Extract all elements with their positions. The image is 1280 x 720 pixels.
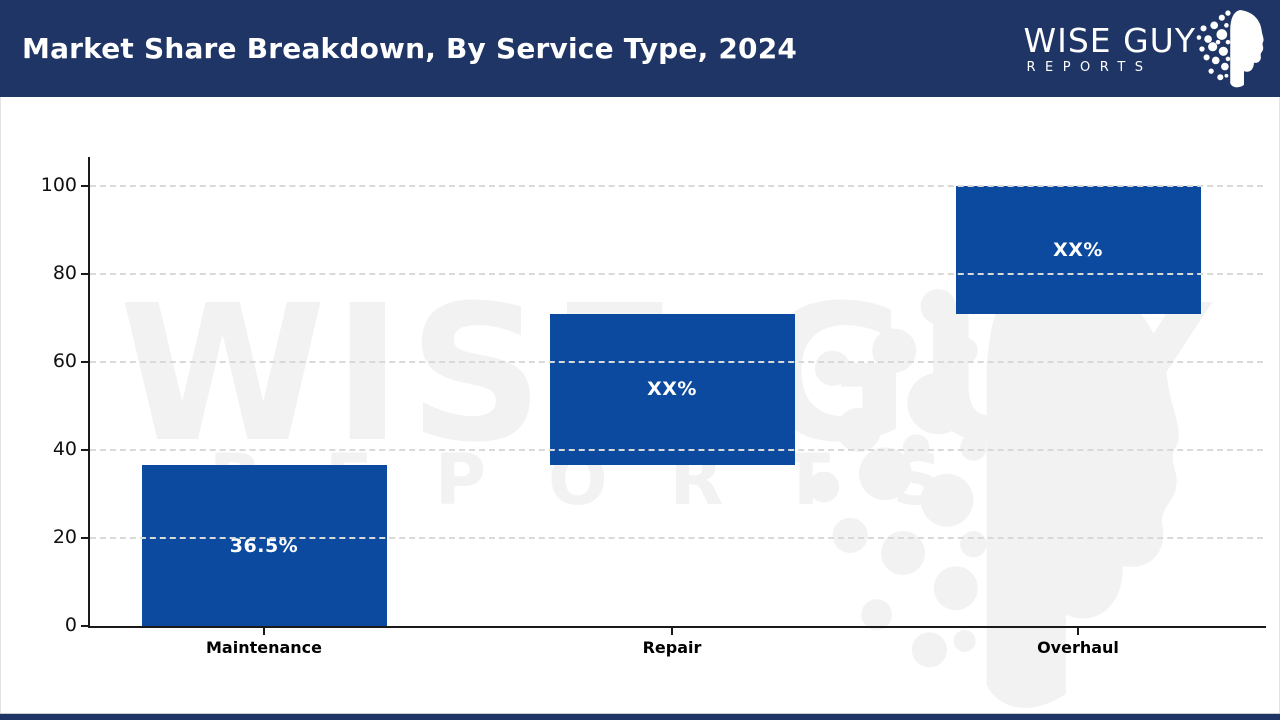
gridline [90,273,1263,275]
gridline [90,361,1263,363]
y-tick-label: 100 [40,174,77,196]
chart-area: WISE GUY REPORTS 0 20 40 60 80 100 36.5% XX% XX%… [0,97,1280,713]
logo-text: WISE GUY REPORTS [1023,24,1196,74]
y-tick-mark [81,273,88,275]
y-tick-mark [81,625,88,627]
y-axis-spine [88,157,90,628]
wiseguy-logo: WISE GUY REPORTS [1023,7,1270,91]
bar-value-label: XX% [647,378,697,401]
page-title: Market Share Breakdown, By Service Type,… [22,32,798,65]
bar-value-label: 36.5% [229,534,299,557]
x-category-label: Maintenance [205,638,322,657]
y-tick-label: 60 [52,350,77,372]
x-tick-mark [263,628,265,635]
header-bar: Market Share Breakdown, By Service Type,… [0,0,1280,97]
y-tick-label: 20 [52,526,77,548]
y-tick-label: 80 [52,262,77,284]
wiseguy-head-icon [1196,9,1264,87]
bar: XX% [549,313,795,466]
logo-tagline: REPORTS [1026,59,1153,75]
y-tick-mark [81,449,88,451]
bar: 36.5% [141,465,387,626]
x-category-label: Overhaul [1037,638,1119,657]
bar: XX% [955,186,1201,314]
bar-value-label: XX% [1053,238,1103,261]
y-tick-mark [81,185,88,187]
y-tick-label: 0 [64,614,77,636]
y-tick-mark [81,537,88,539]
footer-divider [0,713,1280,714]
x-tick-mark [671,628,673,635]
gridline [90,537,1263,539]
footer-bar [0,714,1280,720]
gridline [90,449,1263,451]
x-axis-line [88,626,1266,628]
x-tick-mark [1077,628,1079,635]
x-category-label: Repair [642,638,702,657]
y-tick-label: 40 [52,438,77,460]
logo-wordmark: WISE GUY [1023,20,1196,60]
gridline [90,185,1263,187]
y-tick-mark [81,361,88,363]
